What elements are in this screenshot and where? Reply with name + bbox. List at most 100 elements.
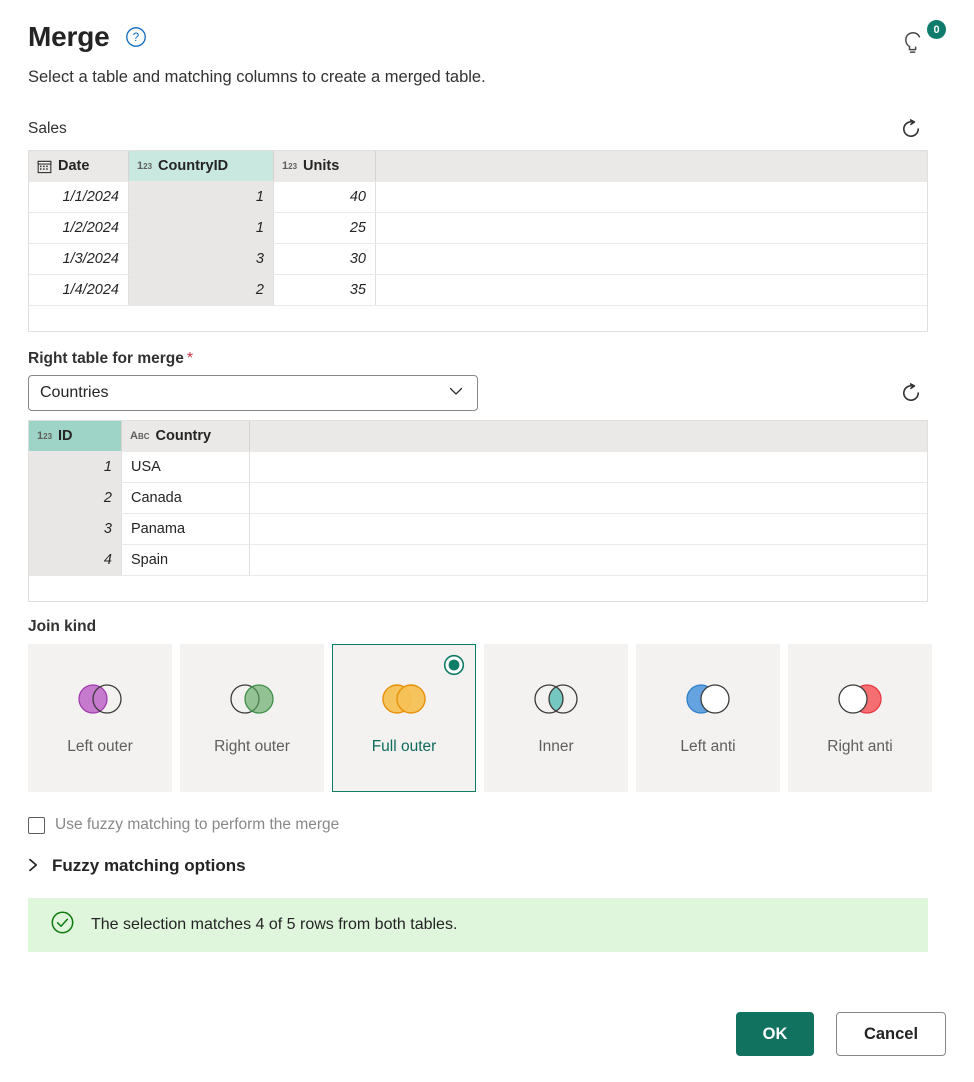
calendar-icon [37,159,52,174]
insights-lightbulb-button[interactable]: 0 [900,20,948,60]
cell-filler [376,275,927,305]
fuzzy-matching-options-expander[interactable]: Fuzzy matching options [28,856,946,876]
right-table-empty-area [29,575,927,601]
cancel-button[interactable]: Cancel [836,1012,946,1056]
left-table-refresh-icon[interactable] [894,112,928,146]
cell-id: 2 [29,483,122,513]
cell-date: 1/1/2024 [29,182,129,212]
cell-units: 25 [274,213,376,243]
cell-countryid: 1 [129,182,274,212]
right-table-refresh-icon[interactable] [894,376,928,410]
join-option-left-outer[interactable]: Left outer [28,644,172,792]
join-option-label: Right anti [827,738,893,755]
right-table-dropdown[interactable]: Countries [28,375,478,411]
left-header-filler [376,151,927,181]
left-column-label-units: Units [303,158,340,174]
left-column-header-date[interactable]: Date [29,151,129,181]
cell-filler [250,452,927,482]
cell-date: 1/2/2024 [29,213,129,243]
table-row[interactable]: 1/4/2024 2 35 [29,274,927,305]
table-row[interactable]: 1 USA [29,451,927,482]
join-option-inner[interactable]: Inner [484,644,628,792]
right-table-selected-value: Countries [40,384,109,401]
cell-filler [250,545,927,575]
cell-units: 35 [274,275,376,305]
cell-countryid: 3 [129,244,274,274]
right-column-label-id: ID [58,428,73,444]
right-table-label-row: Right table for merge * [28,350,946,368]
venn-right-outer-icon [223,681,281,722]
cell-country: Panama [122,514,250,544]
left-table-label: Sales [28,120,67,137]
cell-countryid: 2 [129,275,274,305]
status-message-text: The selection matches 4 of 5 rows from b… [91,916,458,933]
cell-date: 1/3/2024 [29,244,129,274]
help-circle-icon[interactable]: ? [125,26,147,48]
venn-right-anti-icon [831,681,889,722]
join-option-right-anti[interactable]: Right anti [788,644,932,792]
fuzzy-matching-label: Use fuzzy matching to perform the merge [55,816,340,833]
cell-country: Spain [122,545,250,575]
join-option-label: Left outer [67,738,133,755]
join-option-label: Inner [538,738,574,755]
join-option-left-anti[interactable]: Left anti [636,644,780,792]
table-row[interactable]: 1/1/2024 1 40 [29,181,927,212]
right-header-filler [250,421,927,451]
venn-left-outer-icon [71,681,129,722]
table-row[interactable]: 1/3/2024 3 30 [29,243,927,274]
cell-id: 1 [29,452,122,482]
svg-text:?: ? [133,32,139,44]
left-column-label-countryid: CountryID [158,158,229,174]
left-table-header-row: Sales [28,112,928,146]
cell-countryid: 1 [129,213,274,243]
cell-date: 1/4/2024 [29,275,129,305]
join-option-label: Right outer [214,738,290,755]
fuzzy-matching-checkbox-row[interactable]: Use fuzzy matching to perform the merge [28,816,946,834]
chevron-down-icon [446,381,466,406]
insights-count-badge: 0 [927,20,946,39]
cell-filler [250,483,927,513]
cell-filler [376,244,927,274]
join-option-full-outer[interactable]: Full outer [332,644,476,792]
cell-filler [376,213,927,243]
required-indicator: * [186,350,194,367]
join-kind-options: Left outer Right outer [28,644,946,792]
table-row[interactable]: 2 Canada [29,482,927,513]
right-table-label: Right table for merge [28,350,184,367]
fuzzy-matching-options-label: Fuzzy matching options [52,856,246,875]
right-table-select-row: Countries [28,375,928,411]
dialog-footer: OK Cancel [736,1012,946,1056]
page-title: Merge [28,21,110,52]
cell-id: 4 [29,545,122,575]
cell-units: 40 [274,182,376,212]
venn-full-outer-icon [375,681,433,722]
venn-inner-icon [527,681,585,722]
dialog-header: Merge ? [28,0,946,54]
right-column-label-country: Country [155,428,212,444]
check-circle-icon [50,910,75,940]
join-option-right-outer[interactable]: Right outer [180,644,324,792]
table-row[interactable]: 4 Spain [29,544,927,575]
join-option-radio-selected[interactable] [443,654,465,681]
left-column-label-date: Date [58,158,90,174]
ok-button[interactable]: OK [736,1012,814,1056]
table-row[interactable]: 1/2/2024 1 25 [29,212,927,243]
table-row[interactable]: 3 Panama [29,513,927,544]
join-option-label: Left anti [680,738,736,755]
cell-country: Canada [122,483,250,513]
cell-id: 3 [29,514,122,544]
fuzzy-matching-checkbox[interactable] [28,816,45,834]
status-message-bar: The selection matches 4 of 5 rows from b… [28,898,928,952]
